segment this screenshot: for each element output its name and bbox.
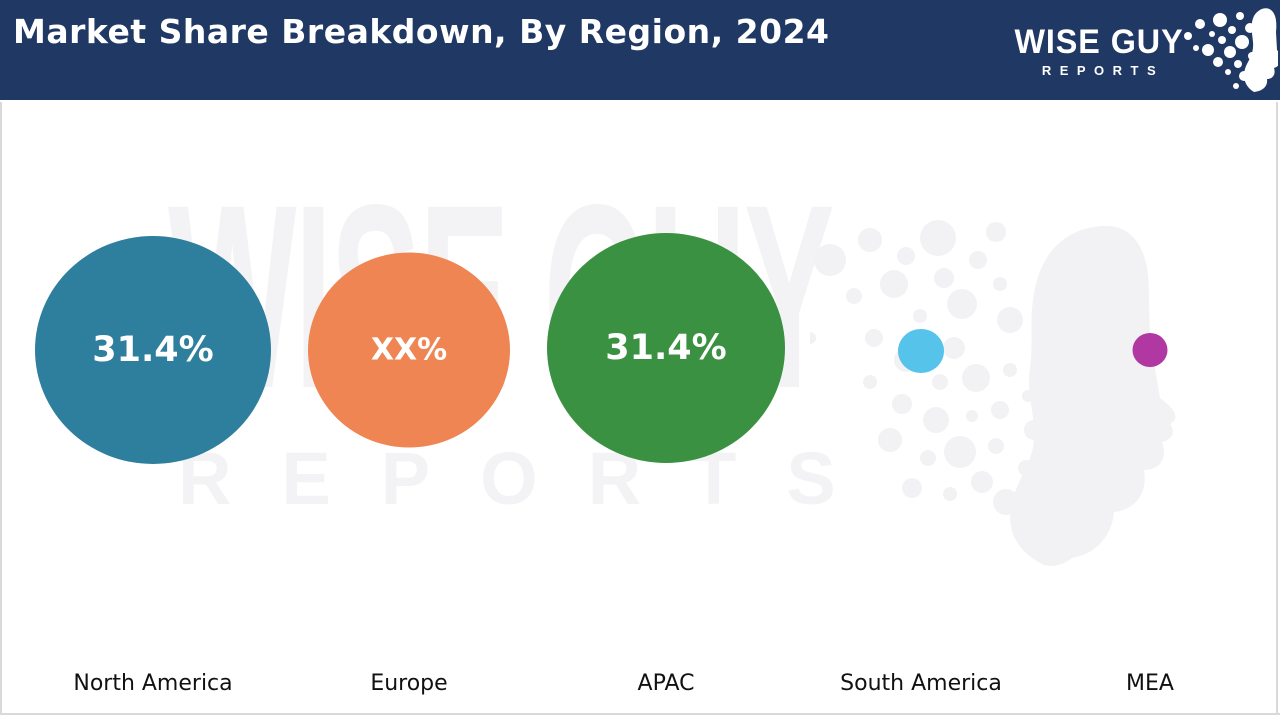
brand-logo-text: WISE GUY REPORTS — [1010, 23, 1188, 78]
watermark-head-graphic — [810, 220, 1176, 566]
bubble-mea — [1132, 333, 1168, 367]
bubble-south-america — [898, 329, 944, 373]
axis-label-europe: Europe — [370, 671, 448, 696]
bubble-value-apac: 31.4% — [605, 328, 727, 368]
axis-label-mea: MEA — [1126, 671, 1174, 696]
brand-name: WISE GUY — [1014, 22, 1184, 61]
bubble-europe: XX% — [308, 252, 510, 448]
brand-logo: WISE GUY REPORTS — [1010, 6, 1278, 94]
bubble-north-america: 31.4% — [35, 236, 271, 464]
bubble-value-north-america: 31.4% — [92, 330, 214, 370]
bubble-value-europe: XX% — [370, 332, 448, 368]
plot-frame-bottom — [0, 713, 1280, 715]
brand-tagline: REPORTS — [1041, 62, 1165, 78]
axis-label-apac: APAC — [637, 671, 695, 696]
plot-frame-right — [1276, 102, 1278, 715]
bubble-apac: 31.4% — [547, 233, 785, 463]
axis-label-north-america: North America — [73, 671, 233, 696]
brand-head-icon — [1184, 8, 1278, 92]
axis-label-south-america: South America — [840, 671, 1002, 696]
plot-frame-left — [0, 102, 2, 715]
bubble-chart: WISE GUY REPORTS — [0, 100, 1280, 720]
header: Market Share Breakdown, By Region, 2024 … — [0, 0, 1280, 100]
watermark-brand-tagline: REPORTS — [178, 437, 886, 520]
page-title: Market Share Breakdown, By Region, 2024 — [13, 12, 830, 51]
